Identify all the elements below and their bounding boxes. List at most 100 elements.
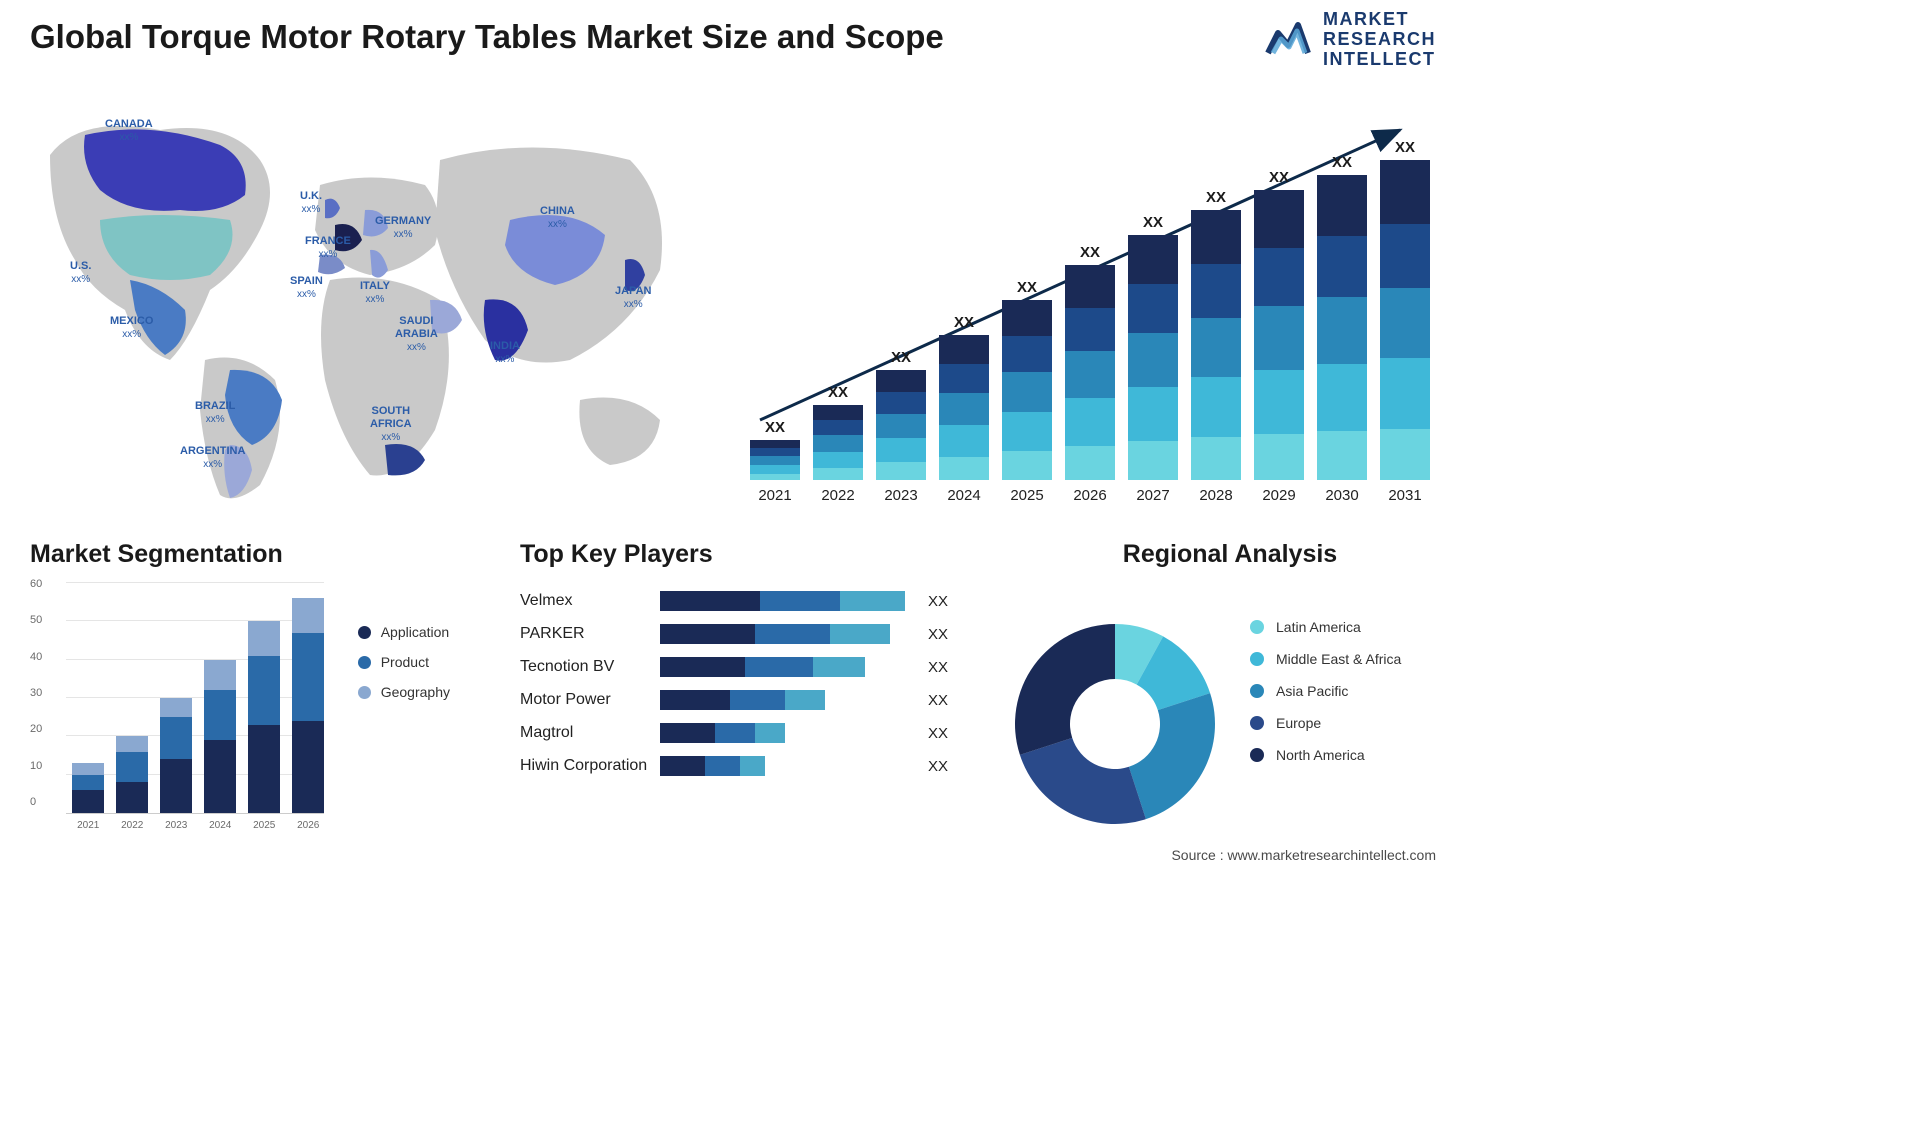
y-tick: 60 (30, 578, 42, 590)
map-label: INDIAxx% (490, 340, 520, 366)
map-label: GERMANYxx% (375, 215, 431, 241)
regional-legend: Latin America Middle East & Africa Asia Pa… (1250, 619, 1401, 779)
player-bar (660, 591, 920, 611)
growth-bar-label: XX (876, 349, 926, 366)
growth-bar-year: 2029 (1262, 487, 1295, 504)
y-tick: 30 (30, 687, 42, 699)
growth-bar-label: XX (1380, 139, 1430, 156)
growth-bar-year: 2025 (1010, 487, 1043, 504)
growth-bar: XX (1065, 244, 1115, 480)
growth-bar-label: XX (1191, 189, 1241, 206)
growth-bar: XX (1254, 169, 1304, 480)
y-tick: 0 (30, 796, 42, 808)
growth-bar-label: XX (1254, 169, 1304, 186)
segmentation-year: 2022 (121, 820, 143, 831)
player-bar (660, 657, 920, 677)
growth-bar: XX (876, 349, 926, 480)
growth-bar: XX (813, 384, 863, 480)
growth-bar-label: XX (1002, 279, 1052, 296)
map-label: ARGENTINAxx% (180, 445, 245, 471)
map-label: JAPANxx% (615, 285, 651, 311)
source-caption: Source : www.marketresearchintellect.com (1171, 847, 1436, 863)
logo-text: MARKET RESEARCH INTELLECT (1323, 10, 1436, 69)
donut-slice (1020, 738, 1146, 824)
player-value: XX (928, 626, 960, 643)
legend-item: Latin America (1250, 619, 1401, 635)
growth-bar-label: XX (939, 314, 989, 331)
map-label: U.S.xx% (70, 260, 91, 286)
legend-item: Geography (358, 684, 450, 700)
player-value: XX (928, 692, 960, 709)
world-map: CANADAxx% U.S.xx% MEXICOxx% BRAZILxx% ARGENT… (30, 100, 680, 510)
logo-line3: INTELLECT (1323, 50, 1436, 70)
legend-item: Europe (1250, 715, 1401, 731)
regional-donut (1010, 619, 1220, 829)
map-label: MEXICOxx% (110, 315, 153, 341)
segmentation-section: Market Segmentation 0102030405060 202120… (30, 540, 450, 814)
player-bar (660, 756, 920, 776)
segmentation-bar (72, 763, 104, 813)
player-name: Velmex (520, 592, 660, 610)
y-tick: 50 (30, 614, 42, 626)
legend-item: Application (358, 624, 450, 640)
map-label: ITALYxx% (360, 280, 390, 306)
segmentation-bar (248, 621, 280, 813)
growth-bar-year: 2026 (1073, 487, 1106, 504)
segmentation-bar (116, 736, 148, 813)
growth-bar-year: 2031 (1388, 487, 1421, 504)
segmentation-bars: 202120222023202420252026 (66, 584, 323, 814)
growth-bar: XX (939, 314, 989, 480)
player-name: Motor Power (520, 691, 660, 709)
player-value: XX (928, 593, 960, 610)
legend-item: Asia Pacific (1250, 683, 1401, 699)
segmentation-bar (292, 598, 324, 813)
map-label: CANADAxx% (105, 118, 153, 144)
segmentation-chart: 0102030405060 202120222023202420252026 A… (30, 584, 450, 814)
segmentation-title: Market Segmentation (30, 540, 450, 569)
map-label: U.K.xx% (300, 190, 322, 216)
growth-bar: XX (1317, 154, 1367, 480)
regional-title: Regional Analysis (1010, 540, 1450, 569)
growth-bar: XX (1128, 214, 1178, 480)
page-title: Global Torque Motor Rotary Tables Market… (30, 18, 944, 56)
map-label: SAUDIARABIAxx% (395, 315, 438, 355)
growth-bar: XX (1380, 139, 1430, 480)
map-svg (30, 100, 680, 510)
logo-icon (1263, 15, 1313, 65)
legend-item: Middle East & Africa (1250, 651, 1401, 667)
segmentation-bar (204, 660, 236, 813)
donut-slice (1015, 624, 1115, 755)
player-name: Magtrol (520, 724, 660, 742)
growth-bar: XX (1191, 189, 1241, 480)
y-tick: 10 (30, 760, 42, 772)
main-growth-chart: XXXXXXXXXXXXXXXXXXXXXX 20212022202320242… (740, 100, 1440, 500)
map-label: CHINAxx% (540, 205, 575, 231)
players-chart: VelmexXXPARKERXXTecnotion BVXXMotor Powe… (520, 591, 980, 776)
player-name: Hiwin Corporation (520, 757, 660, 775)
map-label: FRANCExx% (305, 235, 351, 261)
segmentation-y-axis: 0102030405060 (30, 578, 42, 808)
player-name: Tecnotion BV (520, 658, 660, 676)
map-label: SPAINxx% (290, 275, 323, 301)
map-label: BRAZILxx% (195, 400, 235, 426)
segmentation-year: 2024 (209, 820, 231, 831)
segmentation-year: 2021 (77, 820, 99, 831)
growth-bar-year: 2028 (1199, 487, 1232, 504)
growth-bar-label: XX (1317, 154, 1367, 171)
segmentation-year: 2023 (165, 820, 187, 831)
players-section: Top Key Players VelmexXXPARKERXXTecnotio… (520, 540, 980, 776)
logo-line1: MARKET (1323, 10, 1436, 30)
logo-line2: RESEARCH (1323, 30, 1436, 50)
player-bar (660, 723, 920, 743)
growth-bar-label: XX (750, 419, 800, 436)
growth-bar-year: 2027 (1136, 487, 1169, 504)
segmentation-legend: ApplicationProductGeography (358, 624, 450, 714)
growth-bar-year: 2022 (821, 487, 854, 504)
growth-bar-label: XX (1065, 244, 1115, 261)
segmentation-year: 2026 (297, 820, 319, 831)
player-value: XX (928, 725, 960, 742)
segmentation-bar (160, 698, 192, 813)
donut-slice (1129, 693, 1215, 819)
growth-bar-year: 2021 (758, 487, 791, 504)
players-title: Top Key Players (520, 540, 980, 569)
